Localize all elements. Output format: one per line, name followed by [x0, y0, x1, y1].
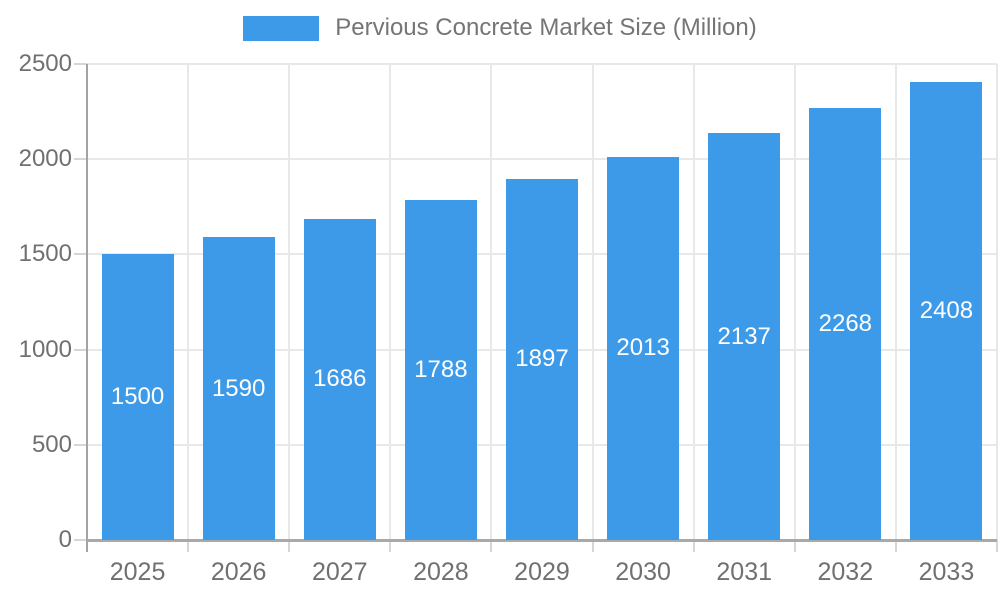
bar-2027[interactable]: 1686 — [303, 218, 376, 540]
y-axis-tick — [74, 63, 87, 65]
x-axis-label: 2030 — [615, 558, 671, 586]
y-axis-label: 2000 — [18, 145, 72, 173]
bar-value-label: 1686 — [313, 365, 367, 393]
bar-value-label: 1590 — [211, 374, 266, 402]
bar-2025[interactable]: 1500 — [101, 254, 174, 540]
y-axis-tick — [74, 348, 87, 351]
y-axis-tick — [74, 539, 87, 541]
x-gridline — [389, 64, 392, 540]
x-gridline — [288, 64, 291, 540]
x-gridline — [591, 64, 594, 540]
y-gridline — [87, 158, 997, 161]
x-axis-label: 2033 — [918, 558, 975, 586]
x-axis-label: 2029 — [514, 558, 570, 586]
x-axis-tick — [996, 540, 998, 552]
bar-2032[interactable]: 2268 — [809, 108, 882, 540]
x-gridline — [187, 64, 190, 540]
x-axis-label: 2032 — [817, 558, 874, 586]
bar-2028[interactable]: 1788 — [404, 199, 477, 540]
y-axis-tick — [74, 443, 87, 446]
y-axis-tick — [74, 158, 87, 161]
x-axis-label: 2031 — [716, 558, 773, 586]
bar-2029[interactable]: 1897 — [506, 178, 578, 540]
y-axis-label: 1500 — [18, 240, 72, 268]
x-axis-line — [87, 539, 997, 542]
legend-label: Pervious Concrete Market Size (Million) — [335, 14, 757, 41]
x-axis-tick — [389, 540, 392, 552]
x-axis-tick — [490, 540, 493, 552]
x-axis-label: 2025 — [109, 558, 166, 586]
bar-value-label: 1897 — [515, 345, 569, 373]
x-axis-tick — [288, 540, 291, 552]
bar-value-label: 2268 — [818, 310, 873, 338]
bar-2026[interactable]: 1590 — [202, 237, 275, 540]
y-gridline — [87, 63, 997, 65]
x-axis-label: 2026 — [210, 558, 267, 586]
x-gridline — [793, 64, 796, 540]
x-axis-tick — [187, 540, 190, 552]
y-axis-tick — [74, 253, 87, 256]
x-axis-tick — [793, 540, 796, 552]
y-axis-label: 0 — [58, 526, 72, 553]
y-axis-label: 2500 — [18, 50, 72, 77]
bar-value-label: 2408 — [919, 296, 974, 324]
y-axis-line — [86, 64, 88, 552]
chart-legend[interactable]: Pervious Concrete Market Size (Million) — [0, 14, 1000, 42]
x-axis-label: 2027 — [311, 558, 368, 586]
y-axis-label: 1000 — [18, 335, 72, 363]
x-gridline — [490, 64, 493, 540]
y-axis-label: 500 — [31, 430, 72, 458]
bar-2030[interactable]: 2013 — [607, 156, 680, 540]
legend-swatch-icon — [243, 15, 320, 41]
bar-value-label: 2137 — [717, 322, 771, 350]
x-gridline — [894, 64, 897, 540]
bar-value-label: 2013 — [616, 334, 670, 362]
x-axis-tick — [894, 540, 897, 552]
bar-value-label: 1500 — [110, 383, 165, 411]
x-gridline — [996, 64, 998, 540]
x-axis-tick — [692, 540, 695, 552]
x-gridline — [692, 64, 695, 540]
bar-2033[interactable]: 2408 — [910, 81, 983, 540]
x-axis-label: 2028 — [413, 558, 469, 586]
bar-2031[interactable]: 2137 — [708, 133, 781, 540]
x-axis-tick — [591, 540, 594, 552]
bar-value-label: 1788 — [414, 355, 468, 383]
